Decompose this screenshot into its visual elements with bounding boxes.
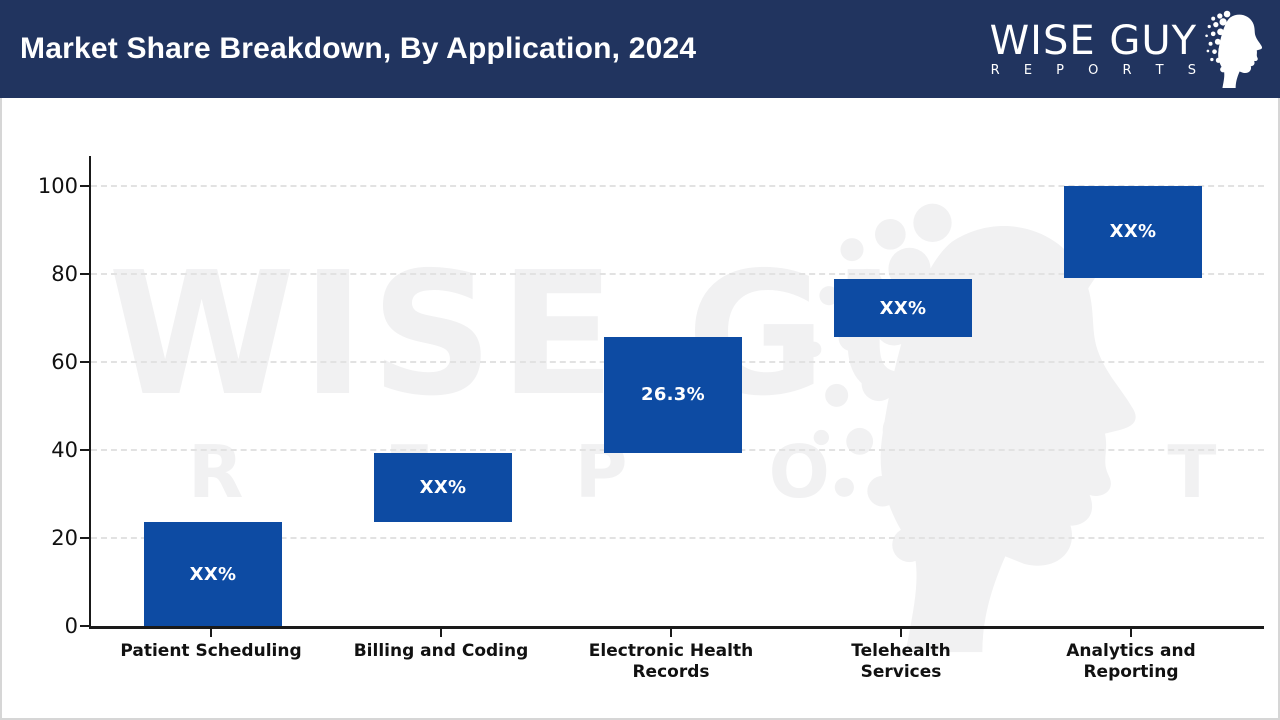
logo-text: WISE GUY R E P O R T S — [981, 20, 1206, 78]
x-category-label-line: Services — [860, 662, 942, 682]
bar-value-label: XX% — [189, 563, 237, 585]
plot-area: XX% XX% 26.3% XX% XX% — [89, 156, 1264, 629]
page-border-right — [1278, 98, 1280, 720]
x-category-label-line: Analytics and — [1066, 641, 1196, 661]
x-category-label-2: Billing and Coding — [321, 641, 561, 662]
head-dots-icon — [1200, 6, 1266, 92]
x-tick-mark-1 — [210, 629, 212, 637]
bar-value-label: XX% — [1109, 221, 1157, 243]
x-tick-mark-3 — [670, 629, 672, 637]
y-tick-mark-0 — [80, 625, 89, 627]
x-category-label-line: Records — [632, 662, 710, 682]
y-tick-mark-20 — [80, 537, 89, 539]
x-category-label-line: Reporting — [1083, 662, 1179, 682]
header: Market Share Breakdown, By Application, … — [0, 0, 1280, 98]
bar-telehealth-services: XX% — [834, 279, 972, 337]
y-tick-label-40: 40 — [51, 438, 78, 462]
logo-wordmark: WISE GUY — [989, 18, 1198, 64]
y-tick-label-80: 80 — [51, 262, 78, 286]
gridline-20 — [91, 537, 1264, 539]
bar-billing-and-coding: XX% — [374, 453, 512, 523]
bar-value-label: XX% — [419, 477, 467, 499]
bar-analytics-and-reporting: XX% — [1064, 186, 1202, 278]
y-tick-mark-60 — [80, 361, 89, 363]
page-title: Market Share Breakdown, By Application, … — [20, 32, 697, 65]
x-category-label-3: Electronic Health Records — [551, 641, 791, 683]
gridline-100 — [91, 185, 1264, 187]
y-tick-label-20: 20 — [51, 526, 78, 550]
bar-value-label: 26.3% — [641, 384, 705, 406]
y-tick-mark-80 — [80, 273, 89, 275]
x-category-label-line: Patient Scheduling — [120, 641, 302, 661]
x-category-label-5: Analytics and Reporting — [1011, 641, 1251, 683]
y-tick-label-0: 0 — [64, 614, 78, 638]
bar-electronic-health-records: 26.3% — [604, 336, 742, 453]
x-category-label-line: Telehealth — [851, 641, 951, 661]
x-category-label-line: Electronic Health — [588, 641, 754, 661]
gridline-80 — [91, 273, 1264, 275]
y-tick-mark-100 — [80, 185, 89, 187]
page-border-bottom — [0, 718, 1280, 720]
logo-subtitle: R E P O R T S — [990, 63, 1206, 78]
x-tick-mark-4 — [900, 629, 902, 637]
bar-value-label: XX% — [879, 297, 927, 319]
page-border-left — [0, 98, 2, 720]
x-tick-mark-2 — [440, 629, 442, 637]
bar-patient-scheduling: XX% — [144, 522, 282, 626]
y-tick-mark-40 — [80, 449, 89, 451]
wiseguy-logo: WISE GUY R E P O R T S — [981, 6, 1266, 92]
y-tick-label-60: 60 — [51, 350, 78, 374]
x-tick-mark-5 — [1130, 629, 1132, 637]
x-category-label-line: Billing and Coding — [353, 641, 529, 661]
x-category-label-4: Telehealth Services — [781, 641, 1021, 683]
y-tick-label-100: 100 — [37, 174, 78, 198]
x-category-label-1: Patient Scheduling — [91, 641, 331, 662]
